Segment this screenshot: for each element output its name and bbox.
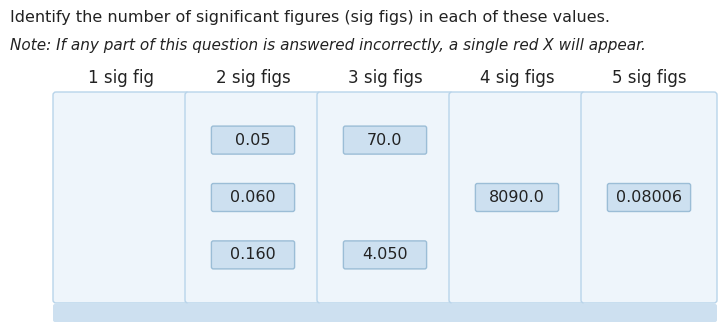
Text: Note: If any part of this question is answered incorrectly, a single red X will : Note: If any part of this question is an…: [10, 38, 646, 53]
FancyBboxPatch shape: [343, 126, 427, 154]
FancyBboxPatch shape: [212, 126, 294, 154]
FancyBboxPatch shape: [212, 241, 294, 269]
Text: Identify the number of significant figures (sig figs) in each of these values.: Identify the number of significant figur…: [10, 10, 610, 25]
Text: 0.160: 0.160: [230, 247, 276, 262]
Text: 2 sig figs: 2 sig figs: [216, 69, 290, 87]
Text: 0.05: 0.05: [236, 133, 270, 148]
FancyBboxPatch shape: [53, 92, 189, 303]
FancyBboxPatch shape: [581, 92, 717, 303]
FancyBboxPatch shape: [185, 92, 321, 303]
Text: 8090.0: 8090.0: [489, 190, 545, 205]
FancyBboxPatch shape: [607, 183, 691, 212]
FancyBboxPatch shape: [212, 183, 294, 212]
Text: 3 sig figs: 3 sig figs: [348, 69, 422, 87]
FancyBboxPatch shape: [317, 92, 453, 303]
Text: 5 sig figs: 5 sig figs: [611, 69, 686, 87]
FancyBboxPatch shape: [475, 183, 558, 212]
FancyBboxPatch shape: [53, 304, 717, 322]
Text: 1 sig fig: 1 sig fig: [88, 69, 154, 87]
Text: 4 sig figs: 4 sig figs: [480, 69, 554, 87]
Text: 0.08006: 0.08006: [616, 190, 682, 205]
FancyBboxPatch shape: [343, 241, 427, 269]
Text: 0.060: 0.060: [230, 190, 276, 205]
FancyBboxPatch shape: [449, 92, 585, 303]
Text: 70.0: 70.0: [367, 133, 403, 148]
Text: 4.050: 4.050: [362, 247, 408, 262]
